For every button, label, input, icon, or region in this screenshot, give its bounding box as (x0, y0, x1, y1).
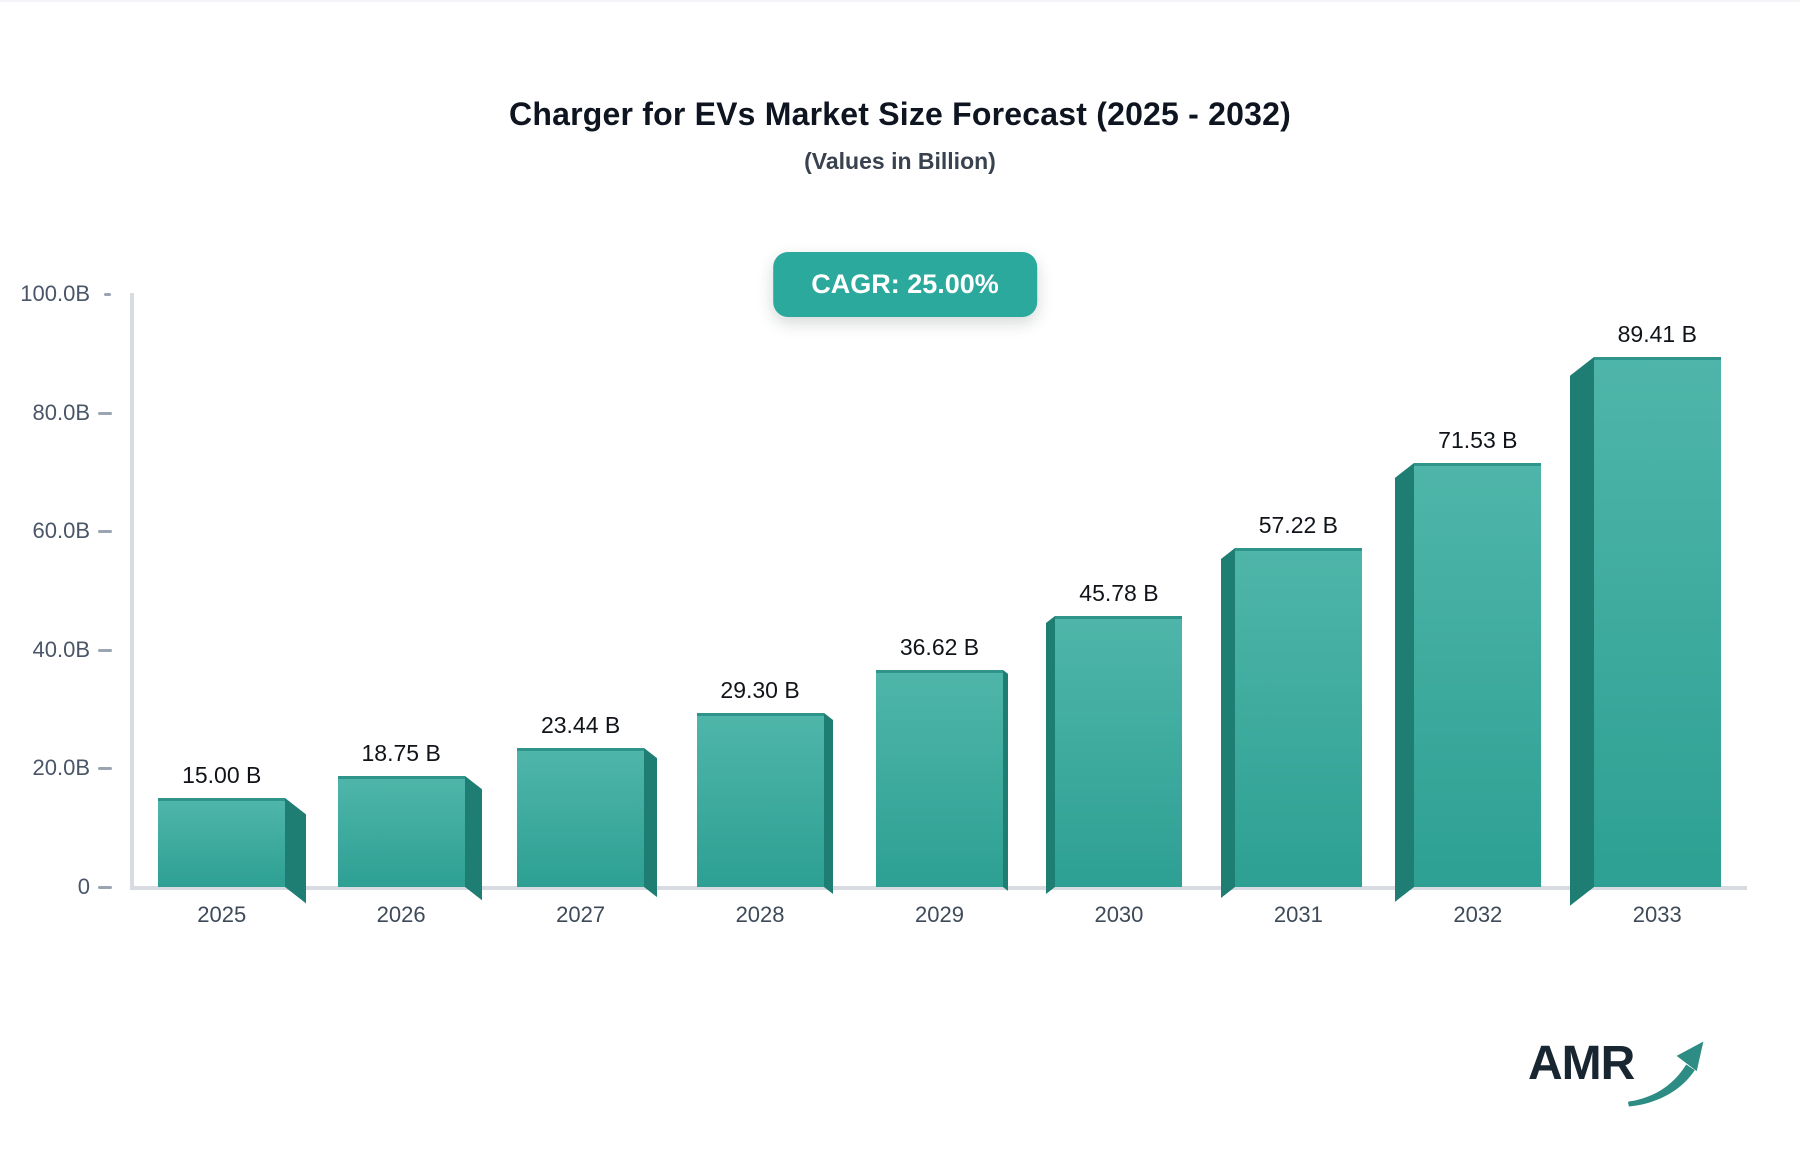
x-axis-label-2027: 2027 (556, 902, 606, 927)
amr-logo-arrow-icon (1628, 1041, 1704, 1107)
y-axis-tick-label: 80.0B (32, 399, 91, 425)
bar-side-face-2025 (285, 798, 307, 904)
x-axis-label-2031: 2031 (1273, 902, 1323, 927)
y-axis-tick-label: 0 (77, 874, 90, 899)
bar-2030 (1055, 615, 1183, 887)
y-axis-tick-mark (104, 293, 111, 296)
bar-value-label-2030: 45.78 B (1079, 579, 1159, 606)
bar-value-label-2032: 71.53 B (1438, 426, 1518, 453)
y-axis-tick-label: 60.0B (32, 518, 91, 544)
bar-value-label-2028: 29.30 B (720, 677, 800, 704)
bar-2028 (696, 713, 824, 887)
bar-value-label-2026: 18.75 B (361, 739, 441, 766)
y-axis-tick-mark (98, 530, 112, 534)
x-axis-label-2025: 2025 (197, 902, 247, 927)
amr-logo: AMR (1528, 1034, 1712, 1108)
bar-value-label-2031: 57.22 B (1258, 511, 1339, 538)
amr-logo-text: AMR (1528, 1037, 1635, 1090)
x-axis-label-2032: 2032 (1453, 902, 1503, 927)
bar-value-label-2033: 89.41 B (1617, 320, 1697, 347)
bar-2025 (158, 798, 286, 887)
bar-side-face-2031 (1220, 547, 1235, 898)
bar-side-face-2032 (1395, 462, 1415, 902)
x-axis-label-2028: 2028 (735, 902, 785, 927)
bar-2031 (1234, 547, 1362, 887)
y-axis-tick-mark (98, 767, 112, 771)
y-axis-tick-label: 20.0B (32, 755, 91, 781)
bar-side-face-2033 (1569, 356, 1594, 906)
bar-side-face-2027 (644, 748, 658, 898)
y-axis-line (130, 293, 134, 890)
page-top-border (0, 0, 1800, 2)
bar-2027 (517, 748, 645, 887)
y-axis-tick-label: 100.0B (20, 281, 90, 306)
cagr-badge: CAGR: 25.00% (773, 252, 1037, 317)
bar-value-label-2025: 15.00 B (182, 762, 262, 789)
bar-2026 (337, 775, 465, 887)
chart-title: Charger for EVs Market Size Forecast (20… (509, 96, 1291, 132)
bar-value-label-2029: 36.62 B (899, 633, 980, 660)
x-axis-label-2030: 2030 (1094, 902, 1144, 927)
chart-subtitle: (Values in Billion) (804, 148, 996, 174)
bar-side-face-2026 (464, 775, 482, 901)
bar-side-face-2028 (823, 713, 833, 895)
x-axis-label-2033: 2033 (1632, 902, 1682, 927)
x-axis-label-2029: 2029 (915, 902, 964, 927)
y-axis-tick-label: 40.0B (32, 636, 91, 662)
bar-side-face-2030 (1046, 615, 1056, 895)
y-axis-tick-mark (98, 648, 112, 652)
x-axis-baseline (130, 886, 1747, 890)
bar-2029 (876, 669, 1003, 887)
y-axis-tick-mark (98, 886, 112, 889)
bar-value-label-2027: 23.44 B (540, 712, 621, 738)
bar-2033 (1593, 356, 1721, 887)
x-axis-label-2026: 2026 (376, 902, 426, 927)
y-axis-tick-mark (98, 411, 112, 415)
bar-2032 (1414, 462, 1542, 887)
bar-side-face-2029 (1003, 669, 1008, 891)
